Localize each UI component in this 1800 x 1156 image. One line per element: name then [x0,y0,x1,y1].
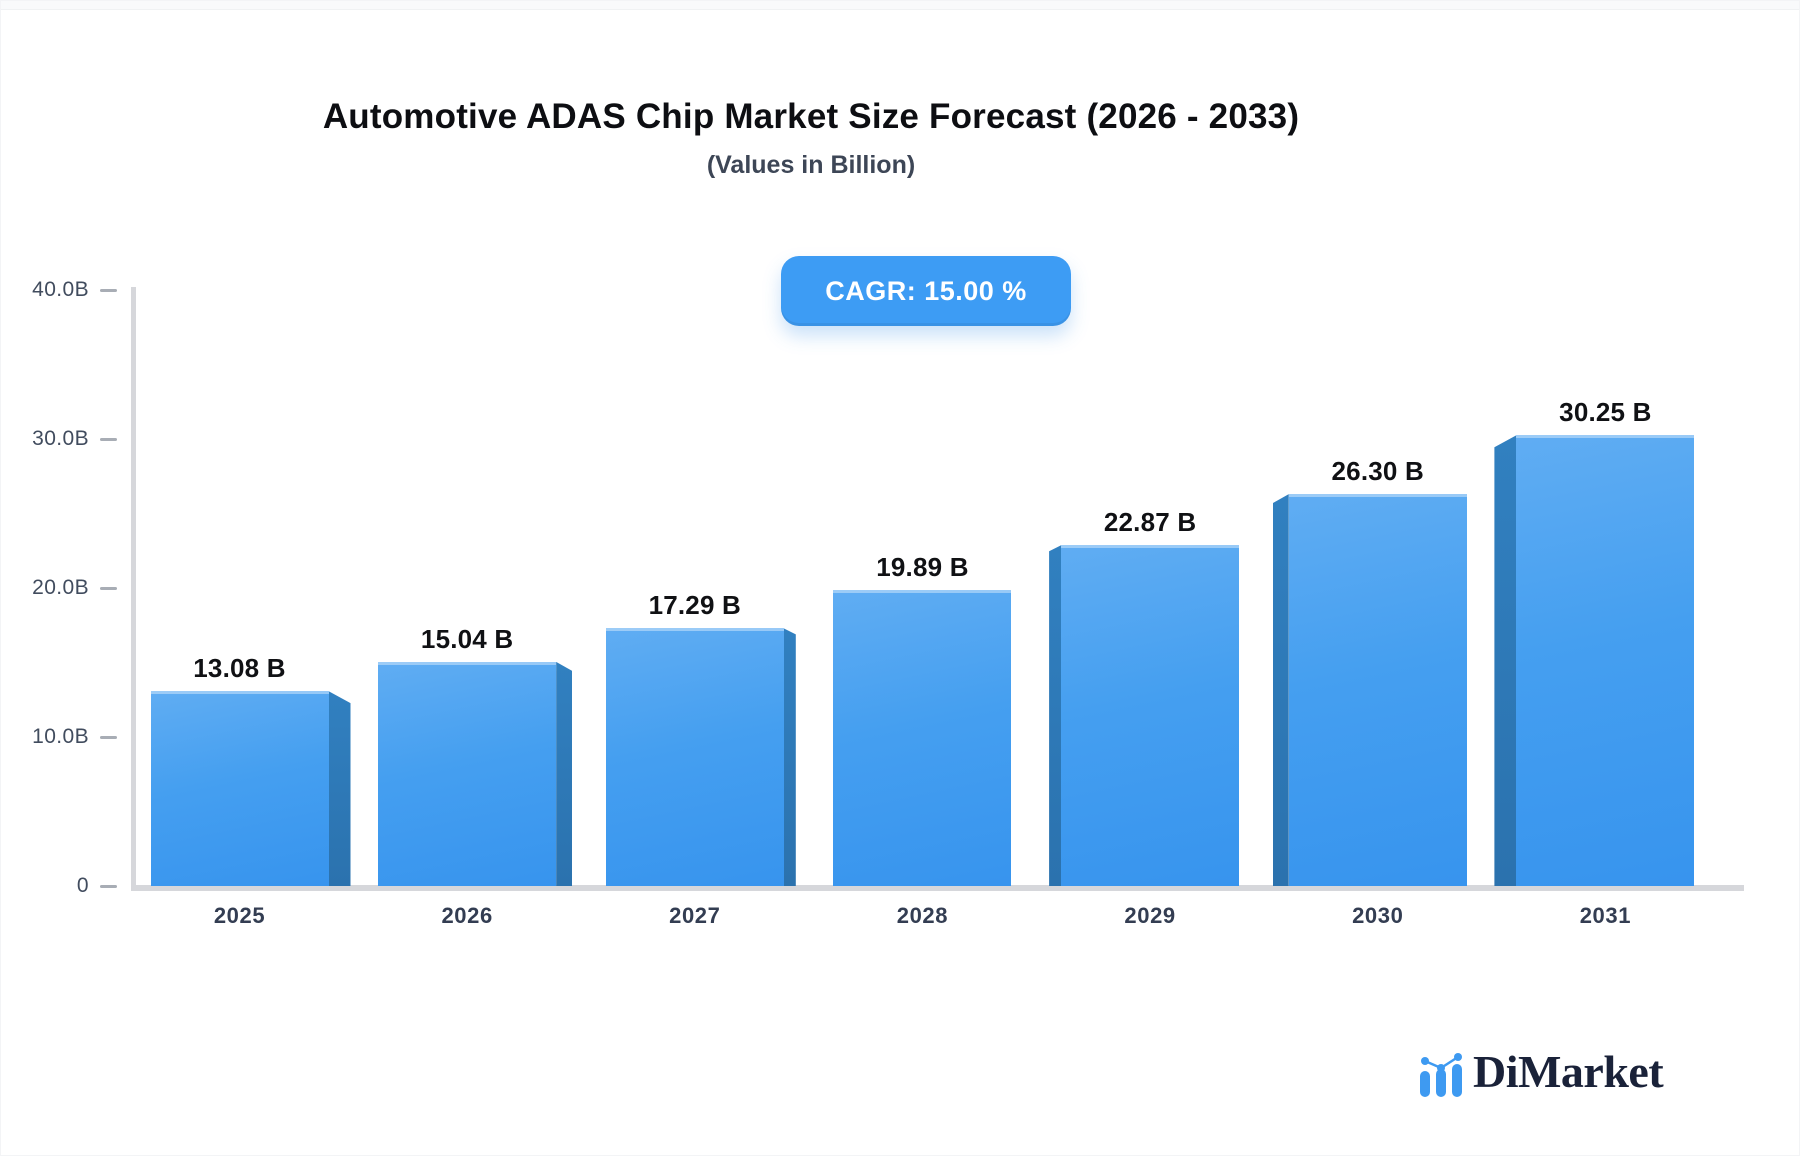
window-top-edge [1,1,1799,10]
y-tick-dash [100,885,117,888]
cagr-badge: CAGR: 15.00 % [781,256,1071,326]
bar [1516,435,1695,886]
x-tick-label: 2027 [669,903,721,928]
y-tick-label: 40.0B [32,278,89,301]
y-tick-dash [100,736,117,739]
bar-line-chart-logo-icon [1420,1053,1462,1097]
x-tick-label: 2026 [441,903,493,928]
y-tick-label: 0 [76,874,89,897]
bar-value-label: 30.25 B [1559,397,1652,428]
y-tick-label: 20.0B [32,576,89,599]
y-tick-dash [100,587,117,590]
bar-value-label: 19.89 B [876,551,969,582]
cagr-badge-label: CAGR: 15.00 % [825,275,1027,306]
x-tick-label: 2030 [1352,903,1404,928]
bar [605,628,784,886]
bar-3d-side [328,691,351,886]
bar-value-label: 17.29 B [648,590,742,621]
bar [1288,494,1467,886]
y-axis-line [131,287,136,886]
bar-value-label: 22.87 B [1103,507,1197,538]
bar-value-label: 26.30 B [1331,456,1424,487]
bar-3d-side [1272,494,1289,886]
bar-3d-side [1494,435,1517,886]
chart-title: Automotive ADAS Chip Market Size Forecas… [322,97,1300,136]
y-tick-label: 10.0B [32,725,89,748]
brand-name: DiMarket [1473,1046,1664,1097]
bar-3d-side [1049,545,1062,886]
x-tick-label: 2031 [1579,903,1632,928]
bar [1061,545,1240,886]
bar-3d-side [556,661,573,886]
bar [833,589,1012,886]
y-tick-dash [100,438,117,441]
x-tick-label: 2029 [1124,903,1176,928]
y-tick-dash [100,289,117,292]
bar [378,661,557,886]
chart-subtitle: (Values in Billion) [706,151,916,179]
bar-value-label: 15.04 B [420,623,514,654]
bar [150,691,329,886]
brand-watermark: DiMarket [1415,1041,1664,1097]
bar-value-label: 13.08 B [193,653,286,684]
x-tick-label: 2025 [213,903,266,928]
x-tick-label: 2028 [896,903,949,928]
x-axis-baseline [131,885,1744,891]
bar-3d-side [783,628,796,886]
y-tick-label: 30.0B [32,427,89,450]
